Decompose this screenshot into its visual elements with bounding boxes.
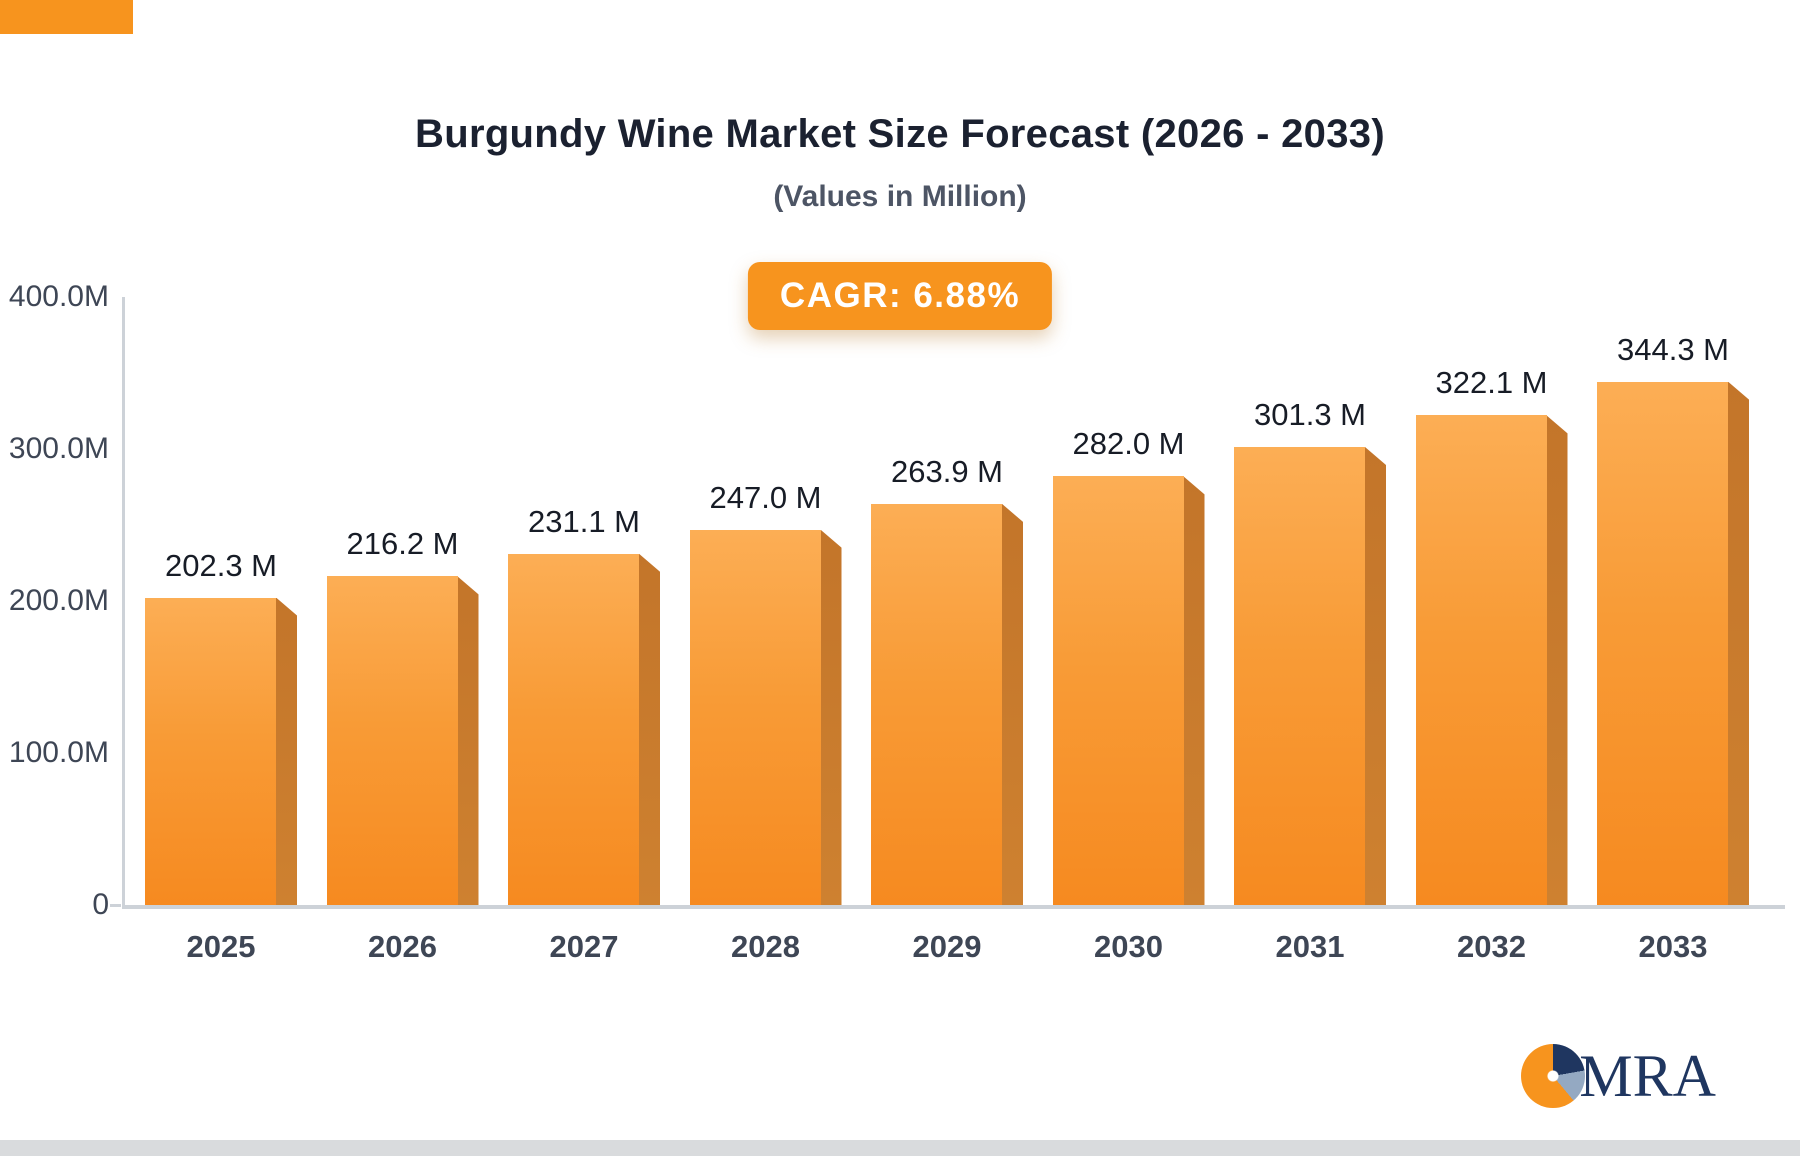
- bar-front: [689, 529, 821, 905]
- logo-pie-icon: [1521, 1044, 1586, 1108]
- bar-value-label: 322.1 M: [1435, 365, 1548, 401]
- bar-front: [1597, 381, 1728, 905]
- x-tick-label: 2026: [368, 929, 437, 964]
- y-tick-label: 0: [92, 888, 109, 921]
- bar-front: [1234, 447, 1365, 905]
- bar-side: [1183, 476, 1205, 905]
- x-tick-label: 2029: [912, 929, 982, 964]
- logo-text: MRA: [1579, 1043, 1716, 1109]
- bar-side: [639, 553, 660, 905]
- bar-side: [457, 576, 479, 905]
- bar-value-label: 263.9 M: [890, 453, 1004, 489]
- bar-front: [871, 503, 1002, 905]
- bar-side: [1365, 447, 1386, 905]
- logo: MRA: [1521, 1044, 1716, 1108]
- bar-front: [1052, 476, 1184, 905]
- bar-2027: 231.1 M 2027: [508, 504, 660, 964]
- y-tick-label: 300.0M: [8, 432, 109, 465]
- x-tick-label: 2031: [1275, 929, 1345, 964]
- bar-2025: 202.3 M 2025: [145, 548, 297, 964]
- bar-front: [145, 597, 276, 905]
- top-left-accent-bar: [0, 0, 133, 34]
- y-tick-label: 400.0M: [8, 280, 109, 313]
- zero-tick-mark: [110, 904, 121, 907]
- bar-value-label: 344.3 M: [1616, 331, 1730, 367]
- cagr-badge-label: CAGR: 6.88%: [779, 276, 1021, 315]
- bar-side: [1728, 381, 1749, 905]
- x-tick-label: 2025: [186, 929, 256, 964]
- x-tick-label: 2032: [1457, 929, 1526, 964]
- bar-side: [276, 597, 297, 905]
- bar-front: [326, 576, 458, 905]
- chart-title: Burgundy Wine Market Size Forecast (2026…: [415, 112, 1385, 156]
- bar-front: [1415, 415, 1547, 905]
- x-tick-label: 2028: [731, 929, 800, 964]
- x-tick-label: 2033: [1638, 929, 1708, 964]
- bars-row: 202.3 M 2025 216.2 M 2026 231.1 M 2027 247.0 M…: [125, 297, 1785, 964]
- bar-value-label: 247.0 M: [709, 479, 822, 515]
- x-tick-label: 2027: [549, 929, 619, 964]
- bar-value-label: 216.2 M: [346, 526, 459, 562]
- bar-value-label: 202.3 M: [164, 547, 278, 583]
- bar-2033: 344.3 M 2033: [1597, 332, 1749, 964]
- plot-area: 0 100.0M 200.0M 300.0M 400.0M 202.3 M 2025 216…: [9, 280, 1785, 964]
- bar-side: [820, 529, 842, 905]
- bar-2031: 301.3 M 2031: [1234, 397, 1386, 964]
- x-tick-label: 2030: [1094, 929, 1163, 964]
- bar-side: [1002, 503, 1023, 905]
- bar-2026: 216.2 M 2026: [326, 526, 479, 964]
- y-tick-label: 100.0M: [8, 736, 109, 769]
- bar-2029: 263.9 M 2029: [871, 454, 1023, 964]
- cagr-badge: CAGR: 6.88%: [747, 262, 1053, 330]
- bar-2030: 282.0 M 2030: [1052, 426, 1205, 964]
- footer-bar: [0, 1140, 1800, 1156]
- bar-2032: 322.1 M 2032: [1415, 365, 1568, 964]
- chart-subtitle: (Values in Million): [773, 180, 1027, 213]
- bar-value-label: 282.0 M: [1072, 426, 1185, 462]
- bar-value-label: 301.3 M: [1253, 397, 1367, 433]
- bar-2028: 247.0 M 2028: [689, 480, 842, 964]
- bar-value-label: 231.1 M: [527, 503, 641, 539]
- bar-front: [508, 553, 639, 905]
- bar-side: [1546, 415, 1568, 905]
- y-tick-label: 200.0M: [8, 584, 109, 617]
